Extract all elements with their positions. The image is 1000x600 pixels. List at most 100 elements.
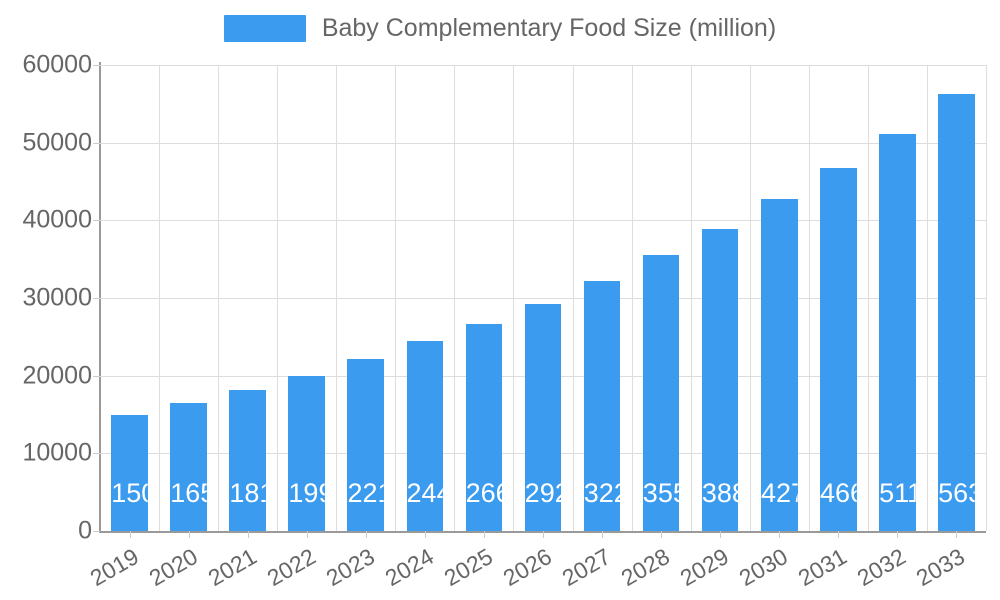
x-tick-mark <box>602 531 603 538</box>
y-axis-line <box>99 62 101 531</box>
bar[interactable]: 15000 <box>111 414 148 531</box>
x-tick-mark <box>130 531 131 538</box>
bar-value-label: 42797 <box>760 480 798 507</box>
bar[interactable]: 38890 <box>702 228 739 531</box>
x-tick-label: 2027 <box>557 543 616 592</box>
bar-slot: 29231 <box>525 65 562 531</box>
bar-value-label: 18150 <box>229 480 266 507</box>
x-tick-label: 2030 <box>734 543 793 592</box>
y-tick-label: 50000 <box>22 128 92 157</box>
gridline-vertical <box>454 65 455 531</box>
bar-slot: 32215 <box>584 65 621 531</box>
x-tick-label: 2029 <box>675 543 734 592</box>
bar-slot: 42797 <box>761 65 798 531</box>
bar-slot: 38890 <box>702 65 739 531</box>
x-tick-mark <box>307 531 308 538</box>
bar-value-label: 46697 <box>820 480 857 507</box>
bar[interactable]: 32215 <box>583 280 621 531</box>
y-tick-mark <box>93 298 100 299</box>
gridline-vertical <box>573 65 574 531</box>
gridline-vertical <box>159 65 160 531</box>
legend-label-series-1[interactable]: Baby Complementary Food Size (million) <box>321 14 777 42</box>
x-tick-mark <box>425 531 426 538</box>
gridline-vertical <box>691 65 692 531</box>
x-tick-mark <box>838 531 839 538</box>
y-tick-label: 10000 <box>22 438 92 467</box>
x-tick-label: 2019 <box>85 543 143 592</box>
x-tick-label: 2022 <box>262 543 320 592</box>
bar-slot: 15000 <box>111 65 148 531</box>
x-tick-label: 2025 <box>439 543 497 592</box>
gridline-vertical <box>986 65 987 531</box>
gridline-vertical <box>336 65 337 531</box>
gridline-vertical <box>927 65 928 531</box>
bar[interactable]: 51147 <box>879 133 916 531</box>
x-tick-label: 2033 <box>912 543 970 592</box>
legend-swatch-series-1[interactable] <box>223 15 306 42</box>
x-tick-mark <box>897 531 898 538</box>
bar-value-label: 51147 <box>879 480 916 507</box>
bar-slot: 35536 <box>643 65 680 531</box>
bar-value-label: 35536 <box>642 480 680 507</box>
bar-slot: 26657 <box>466 65 503 531</box>
bar-series: 15000 16500 18150 19965 22196 24415 26657 29231… <box>100 65 986 531</box>
gridline-vertical <box>750 65 751 531</box>
gridline-vertical <box>513 65 514 531</box>
y-tick-label: 30000 <box>22 283 92 312</box>
x-tick-label: 2020 <box>144 543 202 592</box>
bar[interactable]: 24415 <box>407 341 444 531</box>
y-tick-mark <box>93 531 100 532</box>
bar[interactable]: 29231 <box>524 303 562 531</box>
y-tick-mark <box>93 453 100 455</box>
bar-slot: 18150 <box>229 65 266 531</box>
bar-value-label: 26657 <box>465 480 503 507</box>
bar-value-label: 16500 <box>170 480 207 507</box>
gridline-vertical <box>395 65 396 531</box>
bar-value-label: 15000 <box>111 480 148 507</box>
x-tick-mark <box>484 531 485 538</box>
bar-value-label: 29231 <box>524 480 562 507</box>
bar-slot: 46697 <box>820 65 857 531</box>
x-tick-mark <box>661 531 662 538</box>
bar-value-label: 22196 <box>347 480 384 507</box>
plot-area: 15000 16500 18150 19965 22196 24415 26657 29231… <box>85 62 987 591</box>
bar[interactable]: 18150 <box>229 390 266 531</box>
gridline-vertical <box>868 65 869 531</box>
bar[interactable]: 26657 <box>465 323 503 531</box>
bar-value-label: 56320 <box>938 480 975 507</box>
bar-slot: 51147 <box>879 65 916 531</box>
bar[interactable]: 22196 <box>347 358 385 531</box>
bar[interactable]: 46697 <box>820 168 857 531</box>
x-tick-label: 2021 <box>203 543 261 592</box>
x-tick-label: 2023 <box>321 543 379 592</box>
bar-value-label: 24415 <box>406 480 444 507</box>
x-tick-label: 2028 <box>616 543 675 592</box>
bar-slot: 22196 <box>347 65 385 531</box>
x-tick-mark <box>248 531 249 538</box>
bar[interactable]: 56320 <box>938 93 975 531</box>
y-tick-label: 60000 <box>22 50 92 79</box>
bar-slot: 16500 <box>170 65 207 531</box>
x-tick-mark <box>779 531 780 538</box>
bar-slot: 24415 <box>407 65 444 531</box>
bar[interactable]: 35536 <box>643 255 680 531</box>
bar[interactable]: 19965 <box>288 375 326 531</box>
bar[interactable]: 42797 <box>760 198 798 531</box>
bar[interactable]: 16500 <box>170 402 207 531</box>
gridline-vertical <box>218 65 219 531</box>
gridline-vertical <box>809 65 810 531</box>
chart-legend: Baby Complementary Food Size (million) <box>0 14 1000 43</box>
gridline-vertical <box>632 65 633 531</box>
y-tick-mark <box>93 220 100 222</box>
x-tick-label: 2024 <box>380 543 438 592</box>
y-tick-mark <box>93 375 100 377</box>
bar-value-label: 32215 <box>583 480 621 507</box>
x-tick-mark <box>956 531 957 538</box>
gridline-horizontal <box>100 142 986 144</box>
x-tick-mark <box>720 531 721 538</box>
x-tick-label: 2026 <box>498 543 556 592</box>
bar-slot: 56320 <box>938 65 975 531</box>
x-tick-mark <box>543 531 544 538</box>
y-tick-label: 40000 <box>22 205 92 234</box>
